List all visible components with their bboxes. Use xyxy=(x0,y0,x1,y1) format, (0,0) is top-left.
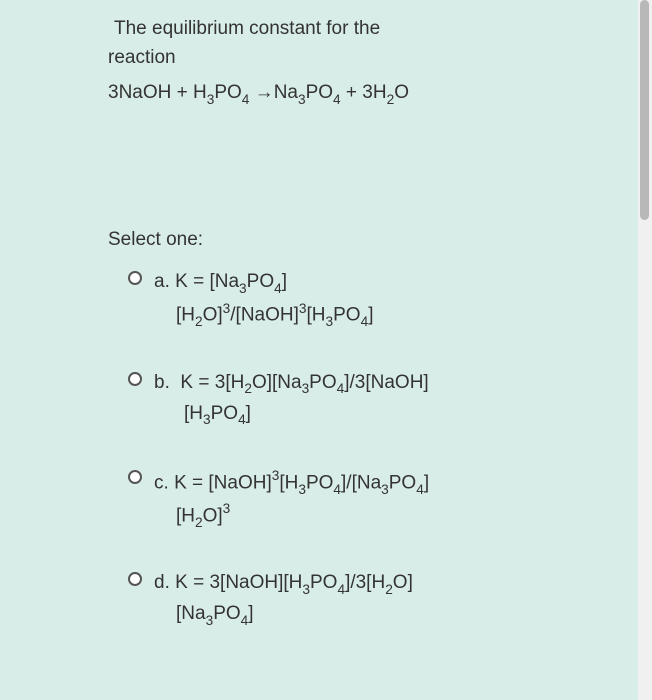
option-c-body: c. K = [NaOH]3[H3PO4]/[Na3PO4] [H2O]3 xyxy=(154,466,429,533)
intro-line-1: The equilibrium constant for the xyxy=(108,14,380,43)
radio-b[interactable] xyxy=(128,372,142,386)
radio-a[interactable] xyxy=(128,271,142,285)
option-d[interactable]: d. K = 3[NaOH][H3PO4]/3[H2O] [Na3PO4] xyxy=(108,568,598,630)
option-d-body: d. K = 3[NaOH][H3PO4]/3[H2O] [Na3PO4] xyxy=(154,568,413,630)
option-b[interactable]: b. K = 3[H2O][Na3PO4]/3[NaOH] [H3PO4] xyxy=(108,368,598,430)
option-c-letter: c. xyxy=(154,472,169,493)
scrollbar-thumb[interactable] xyxy=(640,0,649,220)
radio-c[interactable] xyxy=(128,470,142,484)
option-a-letter: a. xyxy=(154,271,170,292)
option-c[interactable]: c. K = [NaOH]3[H3PO4]/[Na3PO4] [H2O]3 xyxy=(108,466,598,533)
left-margin xyxy=(0,0,78,700)
option-b-body: b. K = 3[H2O][Na3PO4]/3[NaOH] [H3PO4] xyxy=(154,368,429,430)
option-b-line2: [H3PO4] xyxy=(154,399,429,430)
select-one-label: Select one: xyxy=(108,229,598,251)
option-a-line2: [H2O]3/[NaOH]3[H3PO4] xyxy=(154,298,373,331)
option-c-line2: [H2O]3 xyxy=(154,499,429,532)
question-intro: The equilibrium constant for the reactio… xyxy=(108,0,598,73)
option-a[interactable]: a. K = [Na3PO4] [H2O]3/[NaOH]3[H3PO4] xyxy=(108,267,598,331)
option-d-letter: d. xyxy=(154,572,170,593)
reaction-equation: 3NaOH + H3PO4 →Na3PO4 + 3H2O xyxy=(108,79,598,109)
question-panel: The equilibrium constant for the reactio… xyxy=(78,0,638,700)
option-a-body: a. K = [Na3PO4] [H2O]3/[NaOH]3[H3PO4] xyxy=(154,267,373,331)
option-d-line2: [Na3PO4] xyxy=(154,599,413,630)
scrollbar-track[interactable] xyxy=(638,0,652,700)
radio-d[interactable] xyxy=(128,572,142,586)
outer-container: The equilibrium constant for the reactio… xyxy=(0,0,652,700)
intro-line-2: reaction xyxy=(108,47,176,68)
option-b-letter: b. xyxy=(154,372,170,393)
